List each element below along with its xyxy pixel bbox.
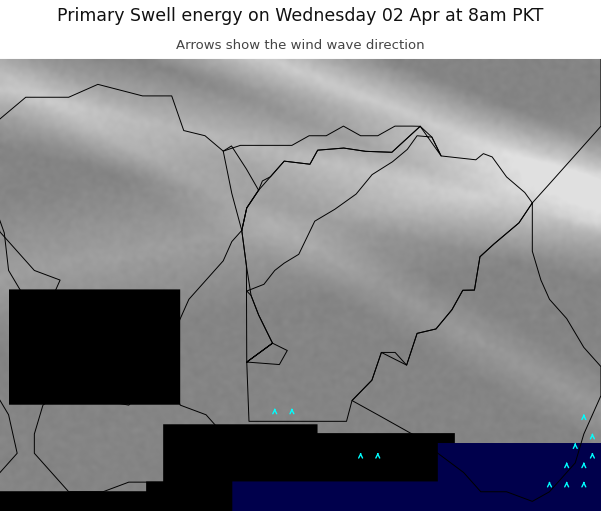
Text: Primary Swell energy on Wednesday 02 Apr at 8am PKT: Primary Swell energy on Wednesday 02 Apr… [57, 8, 544, 26]
Text: Arrows show the wind wave direction: Arrows show the wind wave direction [176, 39, 425, 52]
